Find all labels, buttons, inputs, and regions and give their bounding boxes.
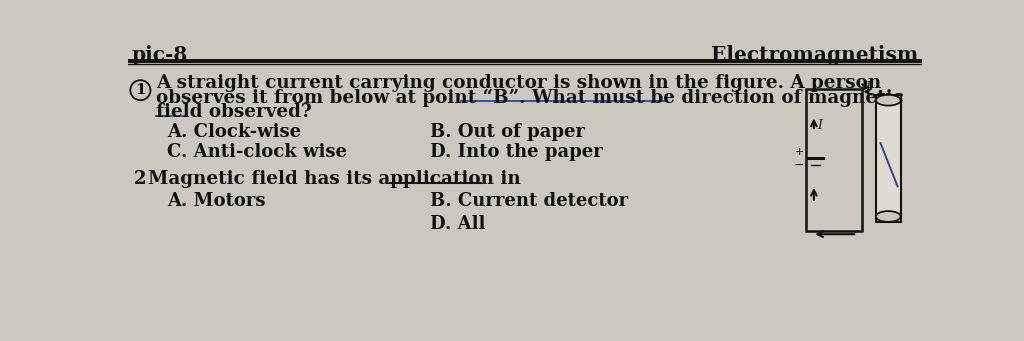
Text: 2: 2 — [134, 170, 146, 188]
Text: observes it from below at point “B”. What must be direction of magnetic: observes it from below at point “B”. Wha… — [156, 89, 904, 107]
Text: I: I — [817, 119, 822, 132]
Text: −: − — [794, 159, 805, 172]
Bar — [876, 95, 901, 222]
Text: A. Motors: A. Motors — [167, 192, 265, 210]
Text: B. Current detector: B. Current detector — [430, 192, 629, 210]
Text: pic-8: pic-8 — [131, 45, 187, 65]
Text: A. Clock-wise: A. Clock-wise — [167, 122, 301, 140]
Text: A straight current carrying conductor is shown in the figure. A person: A straight current carrying conductor is… — [156, 74, 881, 92]
Text: field observed?: field observed? — [156, 103, 311, 121]
Text: Magnetic field has its application in: Magnetic field has its application in — [148, 170, 521, 188]
Ellipse shape — [876, 211, 901, 222]
Text: 1: 1 — [135, 83, 145, 97]
Text: C. Anti-clock wise: C. Anti-clock wise — [167, 143, 347, 161]
Text: +: + — [796, 147, 805, 157]
Text: B. Out of paper: B. Out of paper — [430, 122, 586, 140]
Text: D. All: D. All — [430, 215, 485, 233]
Ellipse shape — [876, 95, 901, 106]
Bar — [806, 89, 862, 231]
Text: D. Into the paper: D. Into the paper — [430, 143, 603, 161]
Text: I: I — [865, 81, 870, 94]
Text: Electromagnetism: Electromagnetism — [712, 45, 919, 65]
